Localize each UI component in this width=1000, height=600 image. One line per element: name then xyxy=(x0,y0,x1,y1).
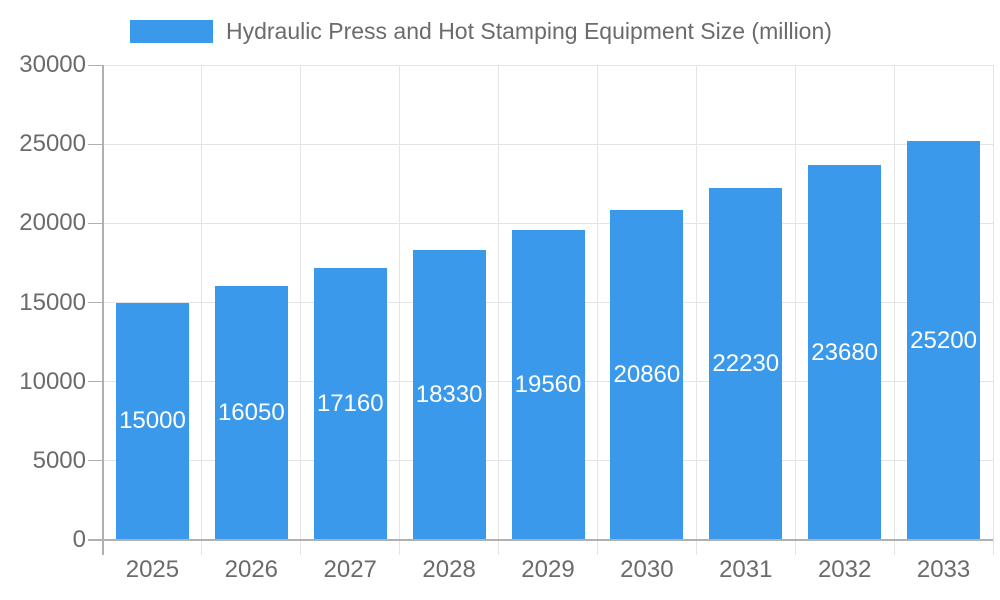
gridline-vertical xyxy=(399,65,401,555)
bar-value-label: 16050 xyxy=(217,398,285,426)
y-tick-label: 20000 xyxy=(19,209,86,237)
bar xyxy=(214,285,288,539)
bar-value-label: 15000 xyxy=(119,407,186,435)
legend-label: Hydraulic Press and Hot Stamping Equipme… xyxy=(226,18,832,44)
y-axis-tick xyxy=(88,460,103,462)
bar xyxy=(610,209,684,539)
bar xyxy=(115,302,189,539)
y-axis-tick xyxy=(88,222,103,224)
x-tick-label: 2032 xyxy=(817,556,872,583)
gridline-horizontal xyxy=(103,222,993,224)
y-axis-line xyxy=(102,65,104,555)
x-tick-label: 2025 xyxy=(125,556,180,583)
x-axis-baseline xyxy=(88,539,993,541)
bar xyxy=(907,141,981,539)
legend-swatch xyxy=(130,19,213,43)
gridline-horizontal xyxy=(103,143,993,145)
y-tick-label: 5000 xyxy=(32,446,86,474)
x-tick-label: 2033 xyxy=(916,556,971,583)
x-tick-label: 2030 xyxy=(620,556,674,583)
gridline-vertical xyxy=(596,65,598,555)
x-tick-label: 2028 xyxy=(422,556,476,583)
bar-value-label: 23680 xyxy=(811,338,879,366)
gridline-horizontal xyxy=(103,64,993,66)
x-tick-label: 2027 xyxy=(323,556,377,583)
gridline-vertical xyxy=(498,65,500,555)
gridline-vertical xyxy=(300,65,302,555)
gridline-vertical xyxy=(695,65,697,555)
bar-value-label: 17160 xyxy=(316,390,384,418)
y-axis-tick xyxy=(88,64,103,66)
y-axis-tick xyxy=(88,381,103,383)
bar-value-label: 18330 xyxy=(415,380,483,408)
bar xyxy=(313,268,387,539)
bar-value-label: 25200 xyxy=(910,326,977,354)
bar xyxy=(412,249,486,539)
y-tick-label: 25000 xyxy=(19,130,86,158)
bar xyxy=(709,188,783,539)
bar xyxy=(511,230,585,539)
gridline-vertical xyxy=(201,65,203,555)
x-tick-label: 2026 xyxy=(224,556,279,583)
bar-value-label: 20860 xyxy=(613,360,681,388)
y-tick-label: 0 xyxy=(72,526,86,553)
gridline-vertical xyxy=(794,65,796,555)
x-tick-label: 2029 xyxy=(521,556,575,583)
y-axis-tick xyxy=(88,302,103,303)
gridline-vertical xyxy=(992,65,994,555)
y-tick-label: 30000 xyxy=(19,51,86,78)
gridline-vertical xyxy=(893,65,895,555)
y-tick-label: 15000 xyxy=(19,288,86,316)
bar-value-label: 22230 xyxy=(712,350,780,377)
bar xyxy=(808,165,882,539)
bar-value-label: 19560 xyxy=(514,371,582,399)
y-tick-label: 10000 xyxy=(19,367,86,395)
legend-item[interactable]: Hydraulic Press and Hot Stamping Equipme… xyxy=(130,8,832,54)
x-tick-label: 2031 xyxy=(719,556,773,583)
y-axis-tick xyxy=(88,143,103,145)
